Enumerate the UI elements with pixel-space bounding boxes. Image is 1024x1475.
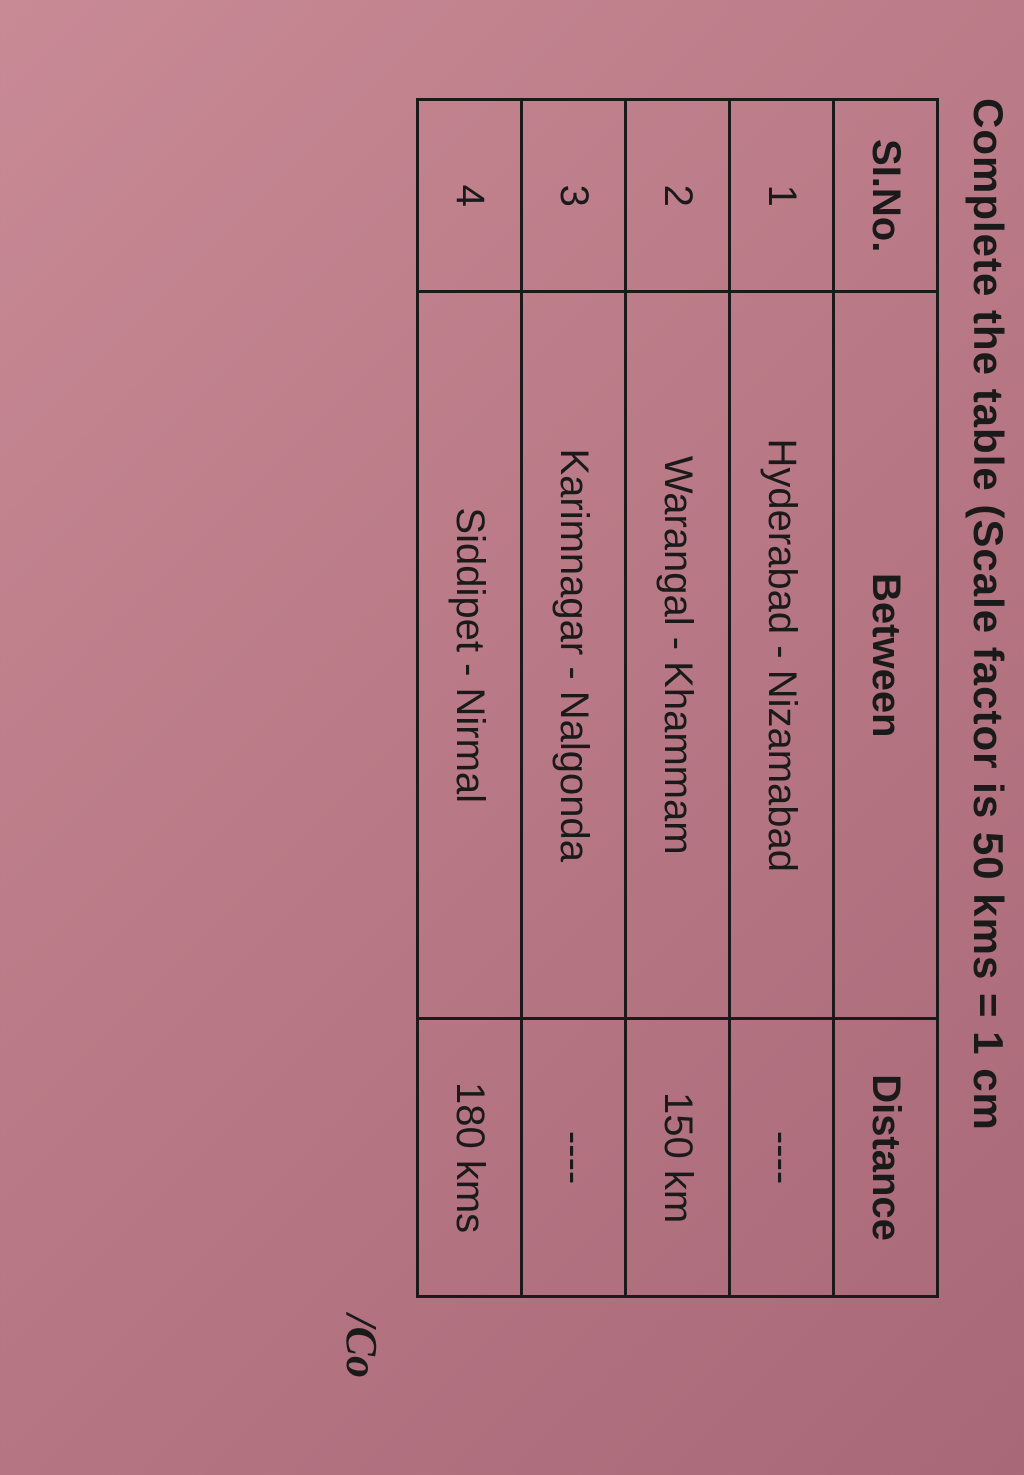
- instruction-text: Complete the table (Scale factor is 50 k…: [964, 98, 1012, 1378]
- footer-fragment: /Co: [336, 1314, 387, 1378]
- cell-slno: 1: [730, 99, 834, 291]
- cell-between: Hyderabad - Nizamabad: [730, 291, 834, 1018]
- cell-between: Karimnagar - Nalgonda: [522, 291, 626, 1018]
- rotated-page: Complete the table (Scale factor is 50 k…: [0, 38, 1024, 1438]
- col-header-between: Between: [834, 291, 938, 1018]
- cell-distance: ----: [730, 1018, 834, 1296]
- cell-slno: 3: [522, 99, 626, 291]
- col-header-slno: SI.No.: [834, 99, 938, 291]
- col-header-distance: Distance: [834, 1018, 938, 1296]
- cell-slno: 2: [626, 99, 730, 291]
- cell-between: Warangal - Khammam: [626, 291, 730, 1018]
- table-row: 4 Siddipet - Nirmal 180 kms: [418, 99, 522, 1296]
- table-row: 1 Hyderabad - Nizamabad ----: [730, 99, 834, 1296]
- table-row: 2 Warangal - Khammam 150 km: [626, 99, 730, 1296]
- cell-distance: ----: [522, 1018, 626, 1296]
- cell-slno: 4: [418, 99, 522, 291]
- cell-between: Siddipet - Nirmal: [418, 291, 522, 1018]
- cell-distance: 150 km: [626, 1018, 730, 1296]
- content-wrapper: Complete the table (Scale factor is 50 k…: [416, 98, 1012, 1378]
- table-row: 3 Karimnagar - Nalgonda ----: [522, 99, 626, 1296]
- table-header-row: SI.No. Between Distance: [834, 99, 938, 1296]
- scale-factor-table: SI.No. Between Distance 1 Hyderabad - Ni…: [416, 98, 939, 1298]
- cell-distance: 180 kms: [418, 1018, 522, 1296]
